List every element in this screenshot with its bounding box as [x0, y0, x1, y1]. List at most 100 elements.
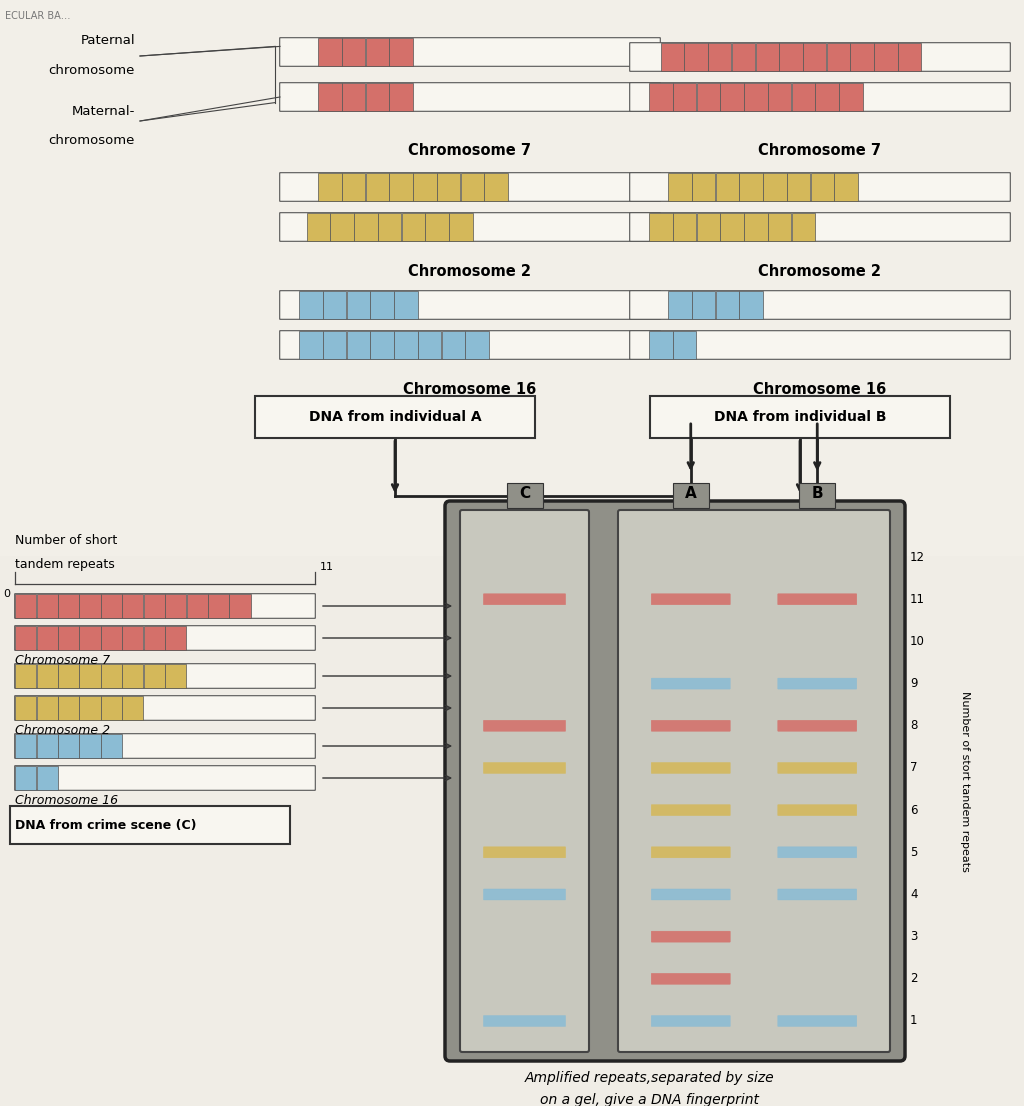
Text: DNA from individual B: DNA from individual B	[714, 410, 886, 424]
Bar	[165, 626, 186, 649]
FancyBboxPatch shape	[630, 331, 1011, 359]
Bar	[323, 291, 346, 319]
FancyBboxPatch shape	[280, 173, 660, 201]
FancyBboxPatch shape	[445, 501, 905, 1061]
Bar	[739, 174, 763, 200]
Bar	[15, 697, 36, 720]
Bar	[839, 83, 862, 111]
FancyBboxPatch shape	[673, 483, 709, 508]
Bar	[437, 174, 461, 200]
FancyBboxPatch shape	[777, 889, 857, 900]
Bar	[143, 594, 165, 617]
Text: DNA from crime scene (C): DNA from crime scene (C)	[15, 818, 197, 832]
Text: ECULAR BA…: ECULAR BA…	[5, 11, 71, 21]
FancyBboxPatch shape	[777, 762, 857, 773]
Bar	[465, 332, 488, 358]
Bar	[461, 174, 484, 200]
FancyBboxPatch shape	[280, 212, 660, 241]
FancyBboxPatch shape	[483, 889, 565, 900]
Bar	[696, 83, 720, 111]
Bar	[122, 697, 143, 720]
Bar	[673, 332, 696, 358]
Bar	[318, 39, 342, 65]
Bar	[58, 594, 79, 617]
Bar	[389, 39, 413, 65]
Bar	[413, 174, 436, 200]
Bar	[851, 43, 873, 71]
Bar	[418, 332, 441, 358]
Text: 0: 0	[3, 589, 10, 599]
FancyBboxPatch shape	[651, 762, 730, 773]
Text: 4: 4	[910, 888, 918, 901]
FancyBboxPatch shape	[651, 973, 730, 984]
Bar	[37, 665, 57, 688]
Bar	[37, 626, 57, 649]
FancyBboxPatch shape	[651, 889, 730, 900]
Bar	[450, 213, 473, 241]
Bar	[756, 43, 779, 71]
Bar	[37, 734, 57, 758]
Bar	[649, 213, 673, 241]
Bar	[401, 213, 425, 241]
Text: Number of stort tandem repeats: Number of stort tandem repeats	[961, 690, 970, 872]
Text: on a gel, give a DNA fingerprint: on a gel, give a DNA fingerprint	[541, 1093, 760, 1106]
FancyBboxPatch shape	[483, 762, 565, 773]
Text: 3: 3	[910, 930, 918, 943]
Bar	[15, 626, 36, 649]
Text: 8: 8	[910, 719, 918, 732]
Bar	[673, 83, 696, 111]
Bar	[80, 734, 100, 758]
Bar	[342, 83, 366, 111]
FancyBboxPatch shape	[777, 720, 857, 731]
FancyBboxPatch shape	[280, 38, 660, 66]
Bar	[768, 83, 792, 111]
Bar	[835, 174, 858, 200]
Bar	[692, 291, 716, 319]
Bar	[768, 213, 792, 241]
Text: 10: 10	[910, 635, 925, 648]
FancyBboxPatch shape	[14, 765, 315, 791]
Bar	[100, 697, 122, 720]
Text: Chromosome 2: Chromosome 2	[759, 264, 882, 279]
FancyBboxPatch shape	[460, 510, 589, 1052]
Text: A: A	[685, 486, 696, 501]
FancyBboxPatch shape	[777, 1015, 857, 1026]
Bar	[80, 594, 100, 617]
Text: 12: 12	[910, 551, 925, 564]
Bar	[342, 174, 366, 200]
Bar	[0, 0, 1024, 556]
Bar	[15, 665, 36, 688]
Bar	[165, 665, 186, 688]
Text: Chromosome 16: Chromosome 16	[15, 794, 118, 807]
Bar	[299, 332, 323, 358]
Bar	[668, 291, 691, 319]
FancyBboxPatch shape	[651, 805, 730, 815]
Bar	[58, 626, 79, 649]
Bar	[792, 213, 815, 241]
Bar	[720, 213, 743, 241]
Bar	[763, 174, 786, 200]
Bar	[898, 43, 922, 71]
FancyBboxPatch shape	[280, 83, 660, 112]
Text: DNA from individual A: DNA from individual A	[308, 410, 481, 424]
Bar	[346, 332, 370, 358]
Text: 11: 11	[910, 593, 925, 606]
FancyBboxPatch shape	[777, 594, 857, 605]
Bar	[668, 174, 691, 200]
Bar	[122, 626, 143, 649]
FancyBboxPatch shape	[14, 594, 315, 618]
Bar	[779, 43, 803, 71]
Bar	[37, 594, 57, 617]
FancyBboxPatch shape	[10, 806, 290, 844]
Bar	[100, 626, 122, 649]
Bar	[366, 174, 389, 200]
Bar	[744, 213, 768, 241]
Text: Chromosome 7: Chromosome 7	[15, 654, 111, 667]
Bar	[58, 734, 79, 758]
Bar	[58, 697, 79, 720]
Bar	[299, 291, 323, 319]
FancyBboxPatch shape	[777, 678, 857, 689]
Bar	[696, 213, 720, 241]
Bar	[371, 332, 394, 358]
Bar	[229, 594, 251, 617]
